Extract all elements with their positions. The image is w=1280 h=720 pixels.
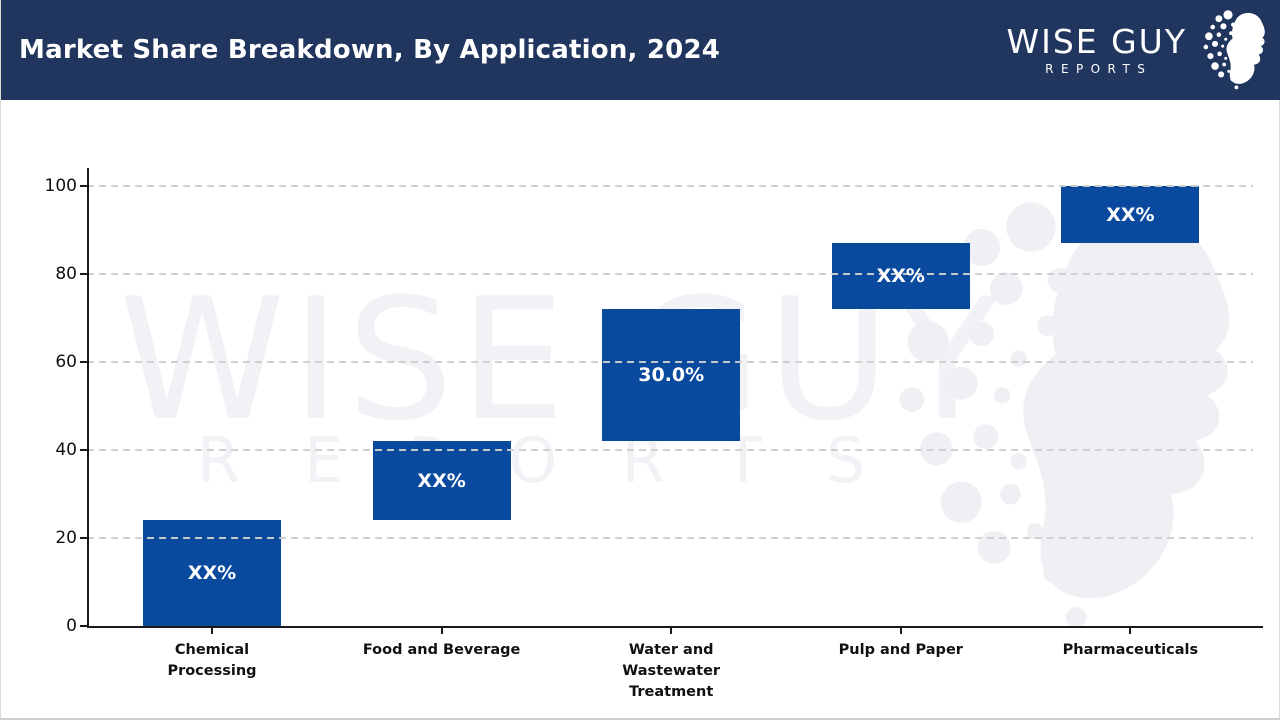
y-tick-label-40: 40 [55,440,77,460]
brand-subtitle: REPORTS [1045,62,1153,76]
brand-logo: WISE GUY REPORTS [1006,8,1267,92]
header: Market Share Breakdown, By Application, … [1,0,1280,100]
gridline-80 [87,273,1253,275]
x-axis-line [87,626,1263,628]
y-axis-line [87,168,89,628]
bar-segment [602,309,741,442]
x-tick [1129,628,1132,634]
bar-value-label: 30.0% [638,364,705,387]
y-tick-40 [80,449,87,451]
y-tick-label-20: 20 [55,528,77,548]
x-tick [899,628,902,634]
x-category-label: Pharmaceuticals [1062,642,1199,658]
brand-face-icon [1203,10,1265,90]
y-tick-label-100: 100 [44,176,77,196]
y-tick-80 [80,273,87,275]
y-tick-label-60: 60 [55,352,77,372]
x-category-label: Food and Beverage [362,642,521,658]
x-tick [440,628,443,634]
x-tick [211,628,213,634]
bar-segment [372,441,511,521]
bar-value-label: XX% [1106,203,1155,226]
y-tick-label-0: 0 [66,616,77,636]
x-tick [670,628,673,634]
gridline-60 [87,361,1253,363]
gridline-100 [87,185,1253,187]
y-tick-60 [80,361,87,363]
brand-name: WISE GUY [1006,22,1187,61]
bar-value-label: XX% [187,562,237,585]
y-tick-20 [80,537,87,539]
waterfall-chart: 0 20 40 60 80 100 XX% Chemical Processing XX% Foo… [1,100,1280,720]
y-tick-100 [80,185,87,187]
x-category-label: Water and Wastewater Treatment [622,642,721,701]
y-tick-label-80: 80 [55,264,77,284]
gridline-20 [87,537,1253,539]
x-category-label: Pulp and Paper [838,642,963,658]
x-category-label: Chemical Processing [167,642,257,680]
bar-value-label: XX% [876,265,925,288]
gridline-40 [87,449,1253,451]
y-tick-0 [80,625,87,627]
bar-value-label: XX% [417,469,466,492]
page-title: Market Share Breakdown, By Application, … [19,35,721,65]
